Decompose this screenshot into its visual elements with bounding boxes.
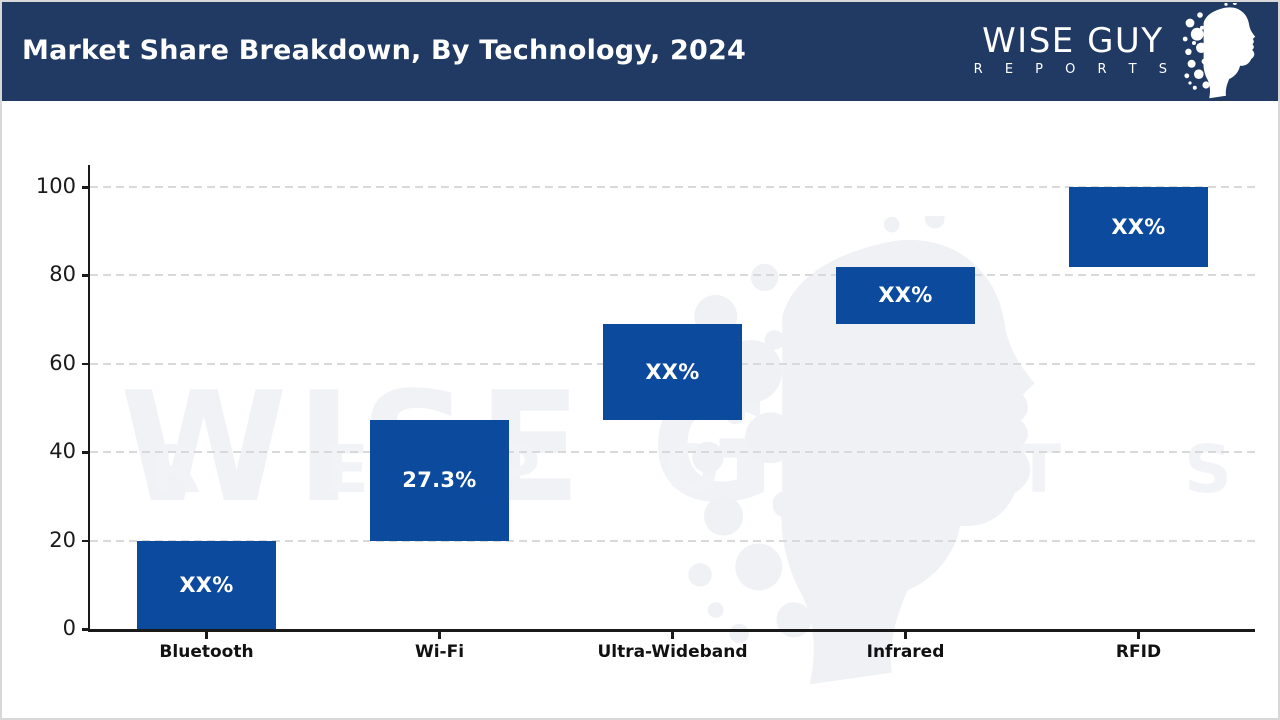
chart-canvas: WISE GUY R E P O R T S 020406080100XX%Bl… [2,101,1278,718]
logo-wordmark: WISE GUY [982,21,1164,62]
x-tick-mark [671,632,674,639]
x-tick-mark [205,632,208,639]
brand-logo: WISE GUY R E P O R T S [970,3,1270,99]
x-category-label: Bluetooth [159,642,254,662]
y-tick-mark [82,451,90,454]
bar-value-label: XX% [645,359,700,384]
y-tick-label: 60 [49,350,76,375]
bar-infrared: XX% [836,267,975,324]
bar-bluetooth: XX% [137,540,276,629]
y-tick-label: 40 [49,439,76,464]
gridline-100 [90,186,1255,189]
logo-face-icon [1178,3,1270,99]
x-axis-line [87,629,1255,632]
y-tick-label: 80 [49,262,76,287]
x-category-label: RFID [1115,642,1162,662]
bar-value-label: XX% [1111,215,1166,240]
x-category-label: Wi-Fi [414,642,465,662]
gridline-40 [90,451,1255,454]
gridline-20 [90,539,1255,542]
logo-text: WISE GUY R E P O R T S [970,21,1176,77]
gridline-80 [90,274,1255,277]
y-tick-mark [82,539,90,543]
x-category-label: Infrared [866,642,945,662]
x-tick-mark [1137,632,1140,639]
bar-rfid: XX% [1069,187,1208,268]
y-tick-mark [82,628,90,631]
bar-value-label: XX% [179,572,234,597]
page-title: Market Share Breakdown, By Technology, 2… [22,35,747,66]
x-category-label: Ultra-Wideband [597,642,748,662]
y-tick-mark [82,274,90,277]
x-tick-mark [438,632,441,639]
watermark-subtext: R E P O R T S [150,431,1280,508]
bar-value-label: XX% [878,283,933,308]
y-tick-label: 20 [49,527,76,552]
header: Market Share Breakdown, By Technology, 2… [2,2,1278,101]
x-tick-mark [904,632,907,639]
bar-ultra-wideband: XX% [603,323,742,420]
y-tick-label: 0 [62,616,76,640]
y-tick-mark [82,186,90,189]
y-axis-line [87,165,90,632]
bar-wi-fi: 27.3% [370,419,509,541]
bar-value-label: 27.3% [402,468,477,493]
y-tick-label: 100 [35,174,76,199]
y-tick-mark [82,362,90,366]
logo-subtext: R E P O R T S [973,61,1176,77]
